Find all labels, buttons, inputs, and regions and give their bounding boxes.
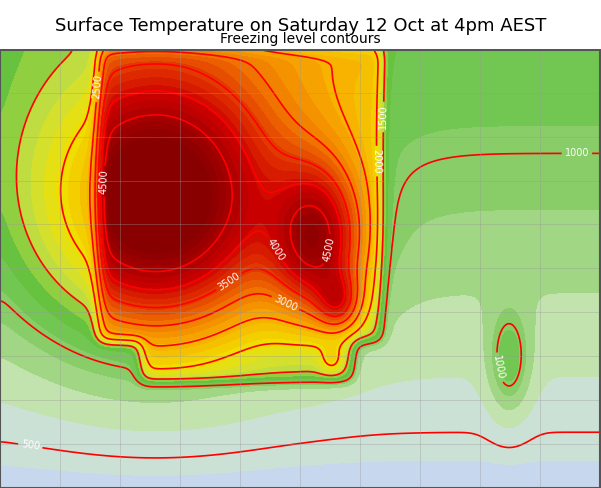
Text: 500: 500 [20,440,40,452]
Text: 1000: 1000 [564,148,589,159]
Text: Freezing level contours: Freezing level contours [220,32,381,46]
Text: 4000: 4000 [264,237,286,263]
Text: 3000: 3000 [272,293,299,313]
Text: 2000: 2000 [371,149,382,174]
Text: 4500: 4500 [322,236,336,263]
Text: 4500: 4500 [99,169,110,194]
Text: 3500: 3500 [216,270,242,292]
Text: 2500: 2500 [91,74,104,100]
Text: Surface Temperature on Saturday 12 Oct at 4pm AEST: Surface Temperature on Saturday 12 Oct a… [55,17,546,35]
Text: 1000: 1000 [491,355,505,381]
Text: 1500: 1500 [378,104,389,129]
